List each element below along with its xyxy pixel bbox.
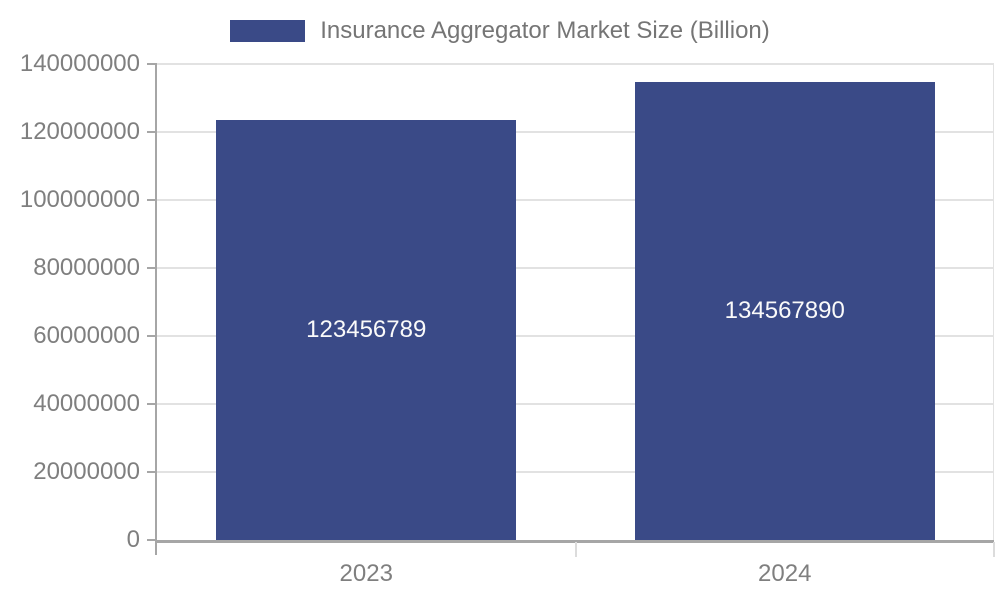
- chart-legend: Insurance Aggregator Market Size (Billio…: [0, 18, 1000, 44]
- y-axis-tick: [147, 471, 157, 473]
- y-tick-label: 100000000: [19, 186, 140, 213]
- x-axis-line: [155, 540, 994, 543]
- bar-value-label: 123456789: [306, 316, 427, 344]
- gridline: [157, 267, 994, 269]
- y-tick-label: 140000000: [19, 50, 140, 77]
- y-axis-tick: [147, 267, 157, 269]
- gridline: [157, 63, 994, 65]
- y-tick-label: 20000000: [33, 458, 140, 485]
- legend-swatch: [230, 20, 306, 42]
- y-axis-tick: [147, 131, 157, 133]
- x-axis-tick: [574, 542, 577, 557]
- gridline: [157, 131, 994, 133]
- plot-right-border: [992, 64, 994, 540]
- gridline: [157, 199, 994, 201]
- y-tick-label: 60000000: [33, 322, 140, 349]
- y-axis-tick: [147, 199, 157, 201]
- legend-label: Insurance Aggregator Market Size (Billio…: [320, 17, 770, 44]
- x-tick-label: 2024: [758, 560, 812, 587]
- gridline: [157, 335, 994, 337]
- y-axis-tick: [147, 63, 157, 65]
- y-axis-tick: [147, 539, 157, 541]
- y-tick-label: 0: [126, 526, 140, 553]
- gridline: [157, 403, 994, 405]
- gridline: [157, 471, 994, 473]
- bar: [216, 120, 517, 540]
- bar-value-label: 134567890: [724, 297, 845, 325]
- y-tick-label: 40000000: [33, 390, 140, 417]
- y-tick-label: 120000000: [19, 118, 140, 145]
- y-axis-tick: [147, 403, 157, 405]
- bar: [634, 82, 935, 540]
- x-axis-tick: [993, 542, 995, 557]
- y-axis-line: [155, 64, 157, 555]
- y-tick-label: 80000000: [33, 254, 140, 281]
- x-tick-label: 2023: [339, 560, 393, 587]
- y-axis-tick: [147, 335, 157, 337]
